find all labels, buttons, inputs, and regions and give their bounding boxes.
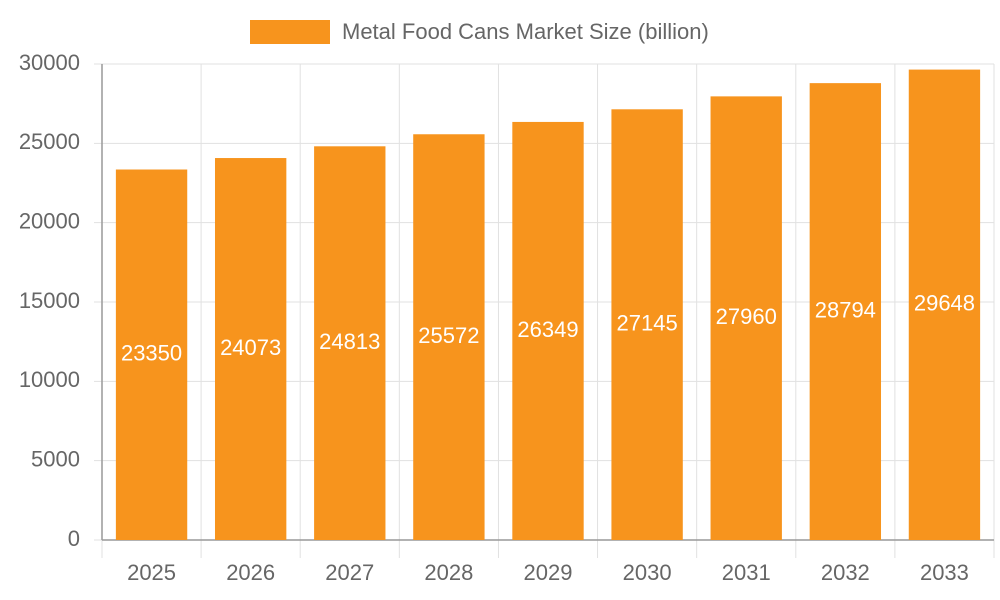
y-tick-label: 30000 [19, 50, 80, 75]
x-tick-label: 2030 [623, 560, 672, 585]
x-tick-label: 2026 [226, 560, 275, 585]
bar [611, 109, 683, 541]
bar [512, 121, 584, 540]
value-label: 28794 [815, 297, 876, 322]
value-label: 24073 [220, 335, 281, 360]
legend-swatch [250, 20, 330, 44]
y-tick-label: 20000 [19, 208, 80, 233]
value-label: 25572 [418, 323, 479, 348]
value-label: 29648 [914, 291, 975, 316]
x-tick-label: 2027 [325, 560, 374, 585]
value-label: 27145 [617, 310, 678, 335]
bar [710, 96, 782, 541]
bar [413, 134, 485, 540]
x-tick-label: 2025 [127, 560, 176, 585]
x-tick-label: 2029 [524, 560, 573, 585]
value-label: 24813 [319, 329, 380, 354]
bar [214, 158, 287, 540]
y-tick-label: 25000 [19, 129, 80, 154]
bar [314, 146, 386, 540]
value-label: 26349 [517, 317, 578, 342]
y-tick-label: 15000 [19, 288, 80, 313]
x-tick-label: 2032 [821, 560, 870, 585]
x-tick-label: 2033 [920, 560, 969, 585]
x-tick-label: 2028 [424, 560, 473, 585]
value-label: 23350 [121, 341, 182, 366]
bar [809, 83, 882, 541]
bar [908, 69, 981, 540]
value-label: 27960 [716, 304, 777, 329]
y-tick-label: 0 [68, 526, 80, 551]
legend-label: Metal Food Cans Market Size (billion) [342, 19, 709, 44]
bar [115, 169, 188, 540]
y-tick-label: 5000 [31, 446, 80, 471]
x-tick-label: 2031 [722, 560, 771, 585]
y-tick-label: 10000 [19, 367, 80, 392]
